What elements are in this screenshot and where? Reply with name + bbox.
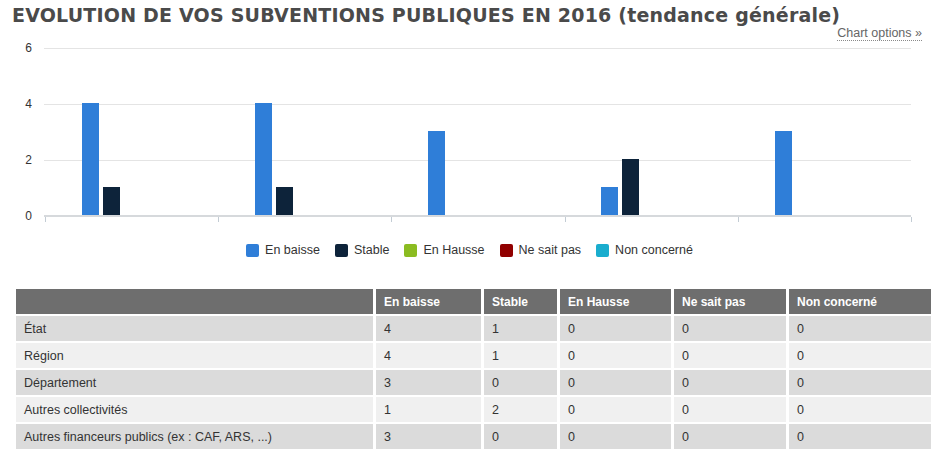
y-axis-label: 2 xyxy=(2,153,32,167)
y-axis-label: 0 xyxy=(2,209,32,223)
legend-item-en-hausse[interactable]: En Hausse xyxy=(404,243,484,257)
bar-en-baisse xyxy=(428,131,445,215)
cell-value: 0 xyxy=(674,316,786,341)
row-label: Autres financeurs publics (ex : CAF, ARS… xyxy=(16,424,373,449)
legend-item-stable[interactable]: Stable xyxy=(335,243,389,257)
legend-swatch-icon xyxy=(404,244,417,257)
column-header: En Hausse xyxy=(560,289,671,314)
legend-label: Non concerné xyxy=(615,243,693,257)
legend-swatch-icon xyxy=(246,244,259,257)
bar-en-baisse xyxy=(775,131,792,215)
cell-value: 0 xyxy=(789,343,931,368)
column-header: En baisse xyxy=(376,289,481,314)
cell-value: 4 xyxy=(376,343,481,368)
chart-legend: En baisse Stable En Hausse Ne sait pas Non c… xyxy=(0,243,939,257)
column-header: Non concerné xyxy=(789,289,931,314)
table-row: Autres collectivités12000 xyxy=(16,397,931,422)
legend-item-ne-sait-pas[interactable]: Ne sait pas xyxy=(500,243,582,257)
cell-value: 3 xyxy=(376,424,481,449)
cell-value: 0 xyxy=(789,316,931,341)
legend-item-en-baisse[interactable]: En baisse xyxy=(246,243,320,257)
table-header-row: En baisseStableEn HausseNe sait pasNon c… xyxy=(16,289,931,314)
column-header: Stable xyxy=(484,289,557,314)
cell-value: 0 xyxy=(560,343,671,368)
cell-value: 0 xyxy=(674,397,786,422)
table-row: Département30000 xyxy=(16,370,931,395)
cell-value: 0 xyxy=(560,316,671,341)
cell-value: 0 xyxy=(674,370,786,395)
bar-en-baisse xyxy=(601,187,618,215)
cell-value: 0 xyxy=(560,370,671,395)
cell-value: 0 xyxy=(484,370,557,395)
bar-chart: 0 2 4 6 En baisse Stable En Hausse Ne sait pas… xyxy=(0,0,939,270)
legend-label: Ne sait pas xyxy=(519,243,582,257)
cell-value: 0 xyxy=(674,424,786,449)
x-axis-tick xyxy=(738,217,739,222)
y-axis-label: 4 xyxy=(2,97,32,111)
legend-label: En baisse xyxy=(265,243,320,257)
cell-value: 1 xyxy=(484,316,557,341)
x-axis-tick xyxy=(391,217,392,222)
row-label: Région xyxy=(16,343,373,368)
cell-value: 0 xyxy=(560,397,671,422)
cell-value: 0 xyxy=(560,424,671,449)
row-label: État xyxy=(16,316,373,341)
cell-value: 0 xyxy=(674,343,786,368)
row-label: Département xyxy=(16,370,373,395)
bar-stable xyxy=(622,159,639,215)
bar-stable xyxy=(276,187,293,215)
bar-stable xyxy=(103,187,120,215)
chart-widget: EVOLUTION DE VOS SUBVENTIONS PUBLIQUES E… xyxy=(0,0,939,470)
cell-value: 4 xyxy=(376,316,481,341)
x-axis-tick xyxy=(45,217,46,222)
column-header xyxy=(16,289,373,314)
column-header: Ne sait pas xyxy=(674,289,786,314)
cell-value: 0 xyxy=(484,424,557,449)
cell-value: 0 xyxy=(789,397,931,422)
legend-swatch-icon xyxy=(596,244,609,257)
legend-item-non-concerné[interactable]: Non concerné xyxy=(596,243,693,257)
bar-en-baisse xyxy=(255,103,272,215)
table-row: Région41000 xyxy=(16,343,931,368)
y-axis-label: 6 xyxy=(2,41,32,55)
cell-value: 0 xyxy=(789,424,931,449)
x-axis-tick xyxy=(218,217,219,222)
x-axis-tick xyxy=(911,217,912,222)
table-row: Autres financeurs publics (ex : CAF, ARS… xyxy=(16,424,931,449)
cell-value: 3 xyxy=(376,370,481,395)
row-label: Autres collectivités xyxy=(16,397,373,422)
legend-label: En Hausse xyxy=(423,243,484,257)
x-axis-tick xyxy=(565,217,566,222)
gridline xyxy=(44,215,911,217)
legend-label: Stable xyxy=(354,243,389,257)
data-table: En baisseStableEn HausseNe sait pasNon c… xyxy=(13,287,934,451)
legend-swatch-icon xyxy=(500,244,513,257)
legend-swatch-icon xyxy=(335,244,348,257)
cell-value: 2 xyxy=(484,397,557,422)
cell-value: 0 xyxy=(789,370,931,395)
cell-value: 1 xyxy=(484,343,557,368)
gridline xyxy=(44,48,911,49)
cell-value: 1 xyxy=(376,397,481,422)
gridline xyxy=(44,104,911,105)
bar-en-baisse xyxy=(82,103,99,215)
table-row: État41000 xyxy=(16,316,931,341)
